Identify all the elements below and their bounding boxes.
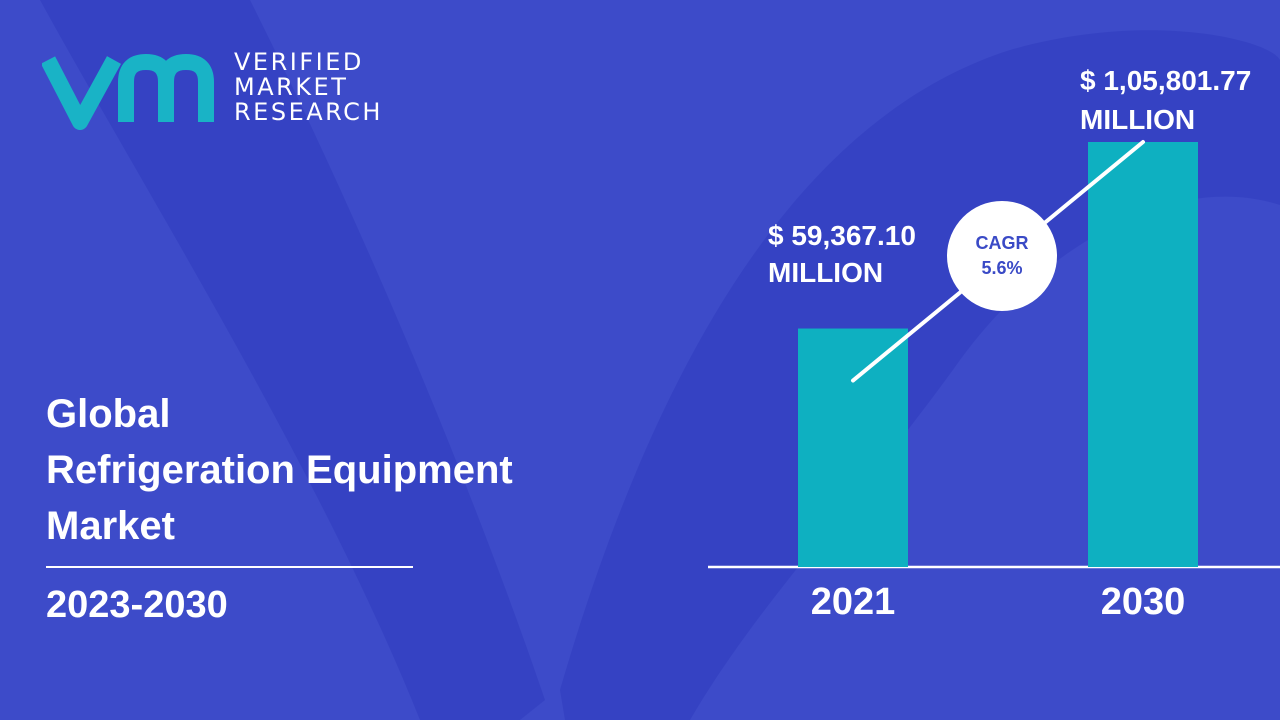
brand-line-3: RESEARCH <box>234 98 383 126</box>
cagr-value: 5.6% <box>981 258 1022 278</box>
cagr-label: CAGR <box>976 233 1029 253</box>
brand-line-1: VERIFIED <box>234 48 364 76</box>
brand-name: VERIFIED MARKET RESEARCH <box>234 50 383 125</box>
title-line-2: Refrigeration Equipment <box>46 448 513 492</box>
title-line-3: Market <box>46 504 175 548</box>
bar-2021 <box>798 328 908 567</box>
vmr-logo-icon <box>42 53 214 130</box>
bar-2030 <box>1088 142 1198 567</box>
report-title: Global Refrigeration Equipment Market <box>46 386 513 554</box>
x-tick-label-2030: 2030 <box>1101 581 1186 623</box>
x-tick-label-2021: 2021 <box>811 581 896 623</box>
brand-logo: VERIFIED MARKET RESEARCH <box>42 50 402 130</box>
forecast-period: 2023-2030 <box>46 584 228 626</box>
data-label-2030-unit: MILLION <box>1080 104 1195 135</box>
title-divider <box>46 566 413 568</box>
data-label-2021-unit: MILLION <box>768 257 883 288</box>
brand-line-2: MARKET <box>234 73 349 101</box>
cagr-badge <box>947 201 1057 311</box>
data-label-2021-value: $ 59,367.10 <box>768 220 916 251</box>
title-line-1: Global <box>46 392 171 436</box>
data-label-2030-value: $ 1,05,801.77 <box>1080 65 1251 96</box>
